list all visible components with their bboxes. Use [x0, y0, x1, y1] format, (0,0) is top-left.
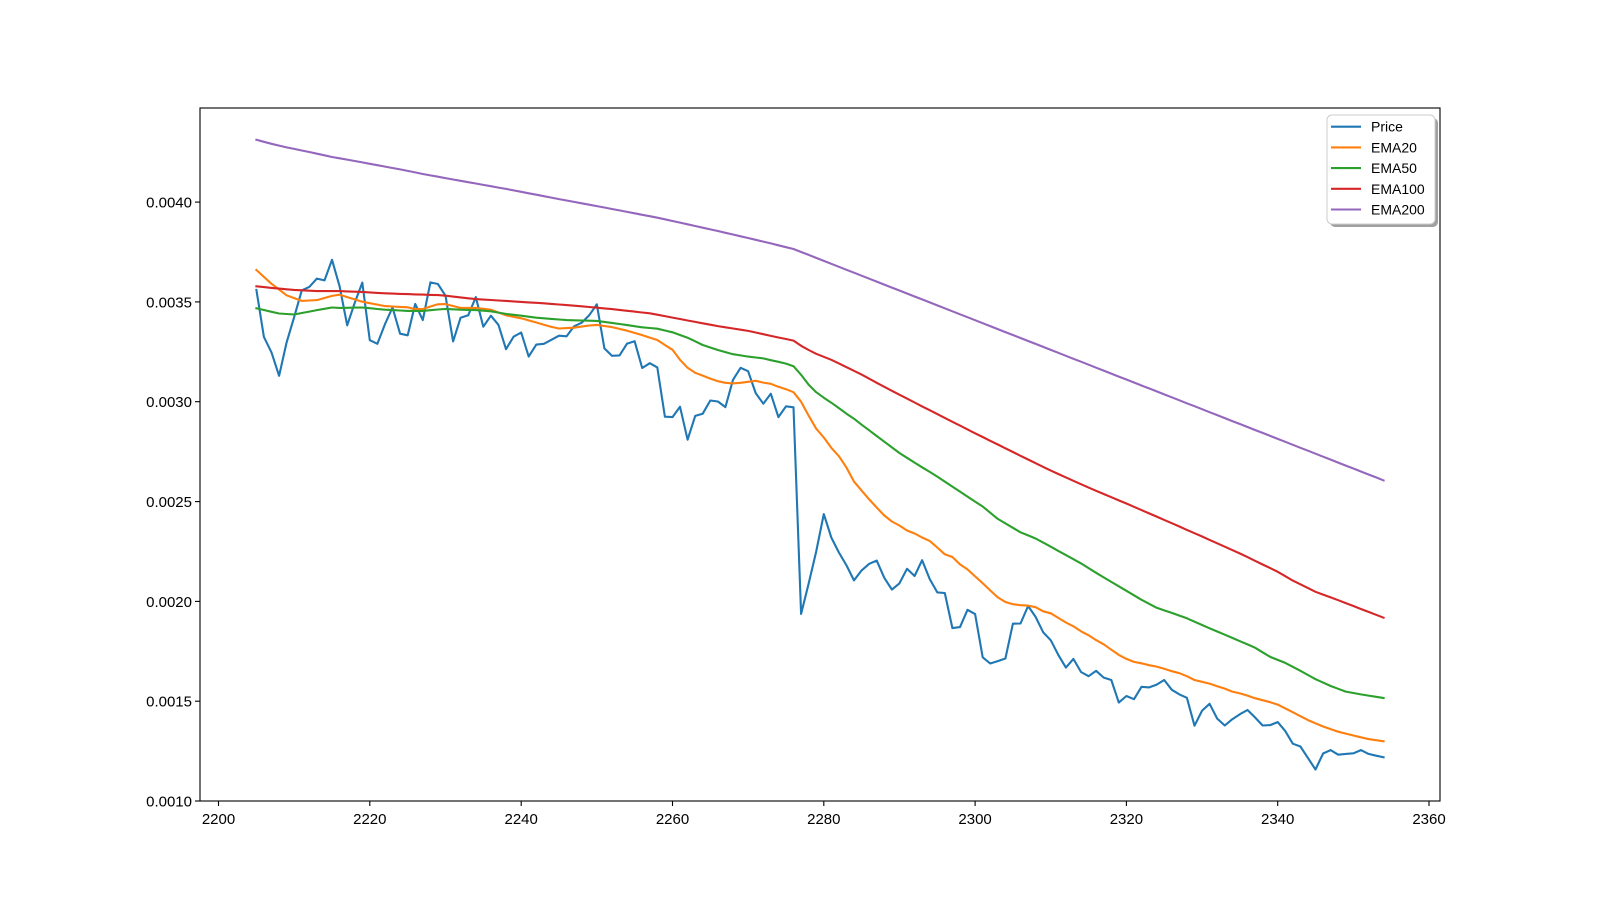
svg-text:Price: Price — [1371, 119, 1403, 135]
svg-text:2220: 2220 — [353, 811, 386, 828]
svg-text:0.0025: 0.0025 — [146, 494, 192, 511]
svg-text:EMA100: EMA100 — [1371, 181, 1425, 197]
svg-text:2260: 2260 — [656, 811, 689, 828]
svg-text:2280: 2280 — [807, 811, 840, 828]
svg-text:EMA50: EMA50 — [1371, 160, 1417, 176]
svg-text:2200: 2200 — [202, 811, 235, 828]
svg-text:0.0020: 0.0020 — [146, 594, 192, 611]
svg-text:2300: 2300 — [958, 811, 991, 828]
svg-text:0.0035: 0.0035 — [146, 294, 192, 311]
svg-text:EMA200: EMA200 — [1371, 202, 1425, 218]
svg-text:EMA20: EMA20 — [1371, 139, 1417, 155]
svg-text:2320: 2320 — [1110, 811, 1143, 828]
svg-text:2340: 2340 — [1261, 811, 1294, 828]
svg-text:0.0030: 0.0030 — [146, 394, 192, 411]
svg-text:2360: 2360 — [1412, 811, 1445, 828]
svg-text:2240: 2240 — [505, 811, 538, 828]
svg-text:0.0015: 0.0015 — [146, 694, 192, 711]
svg-text:0.0040: 0.0040 — [146, 195, 192, 212]
svg-text:0.0010: 0.0010 — [146, 793, 192, 810]
